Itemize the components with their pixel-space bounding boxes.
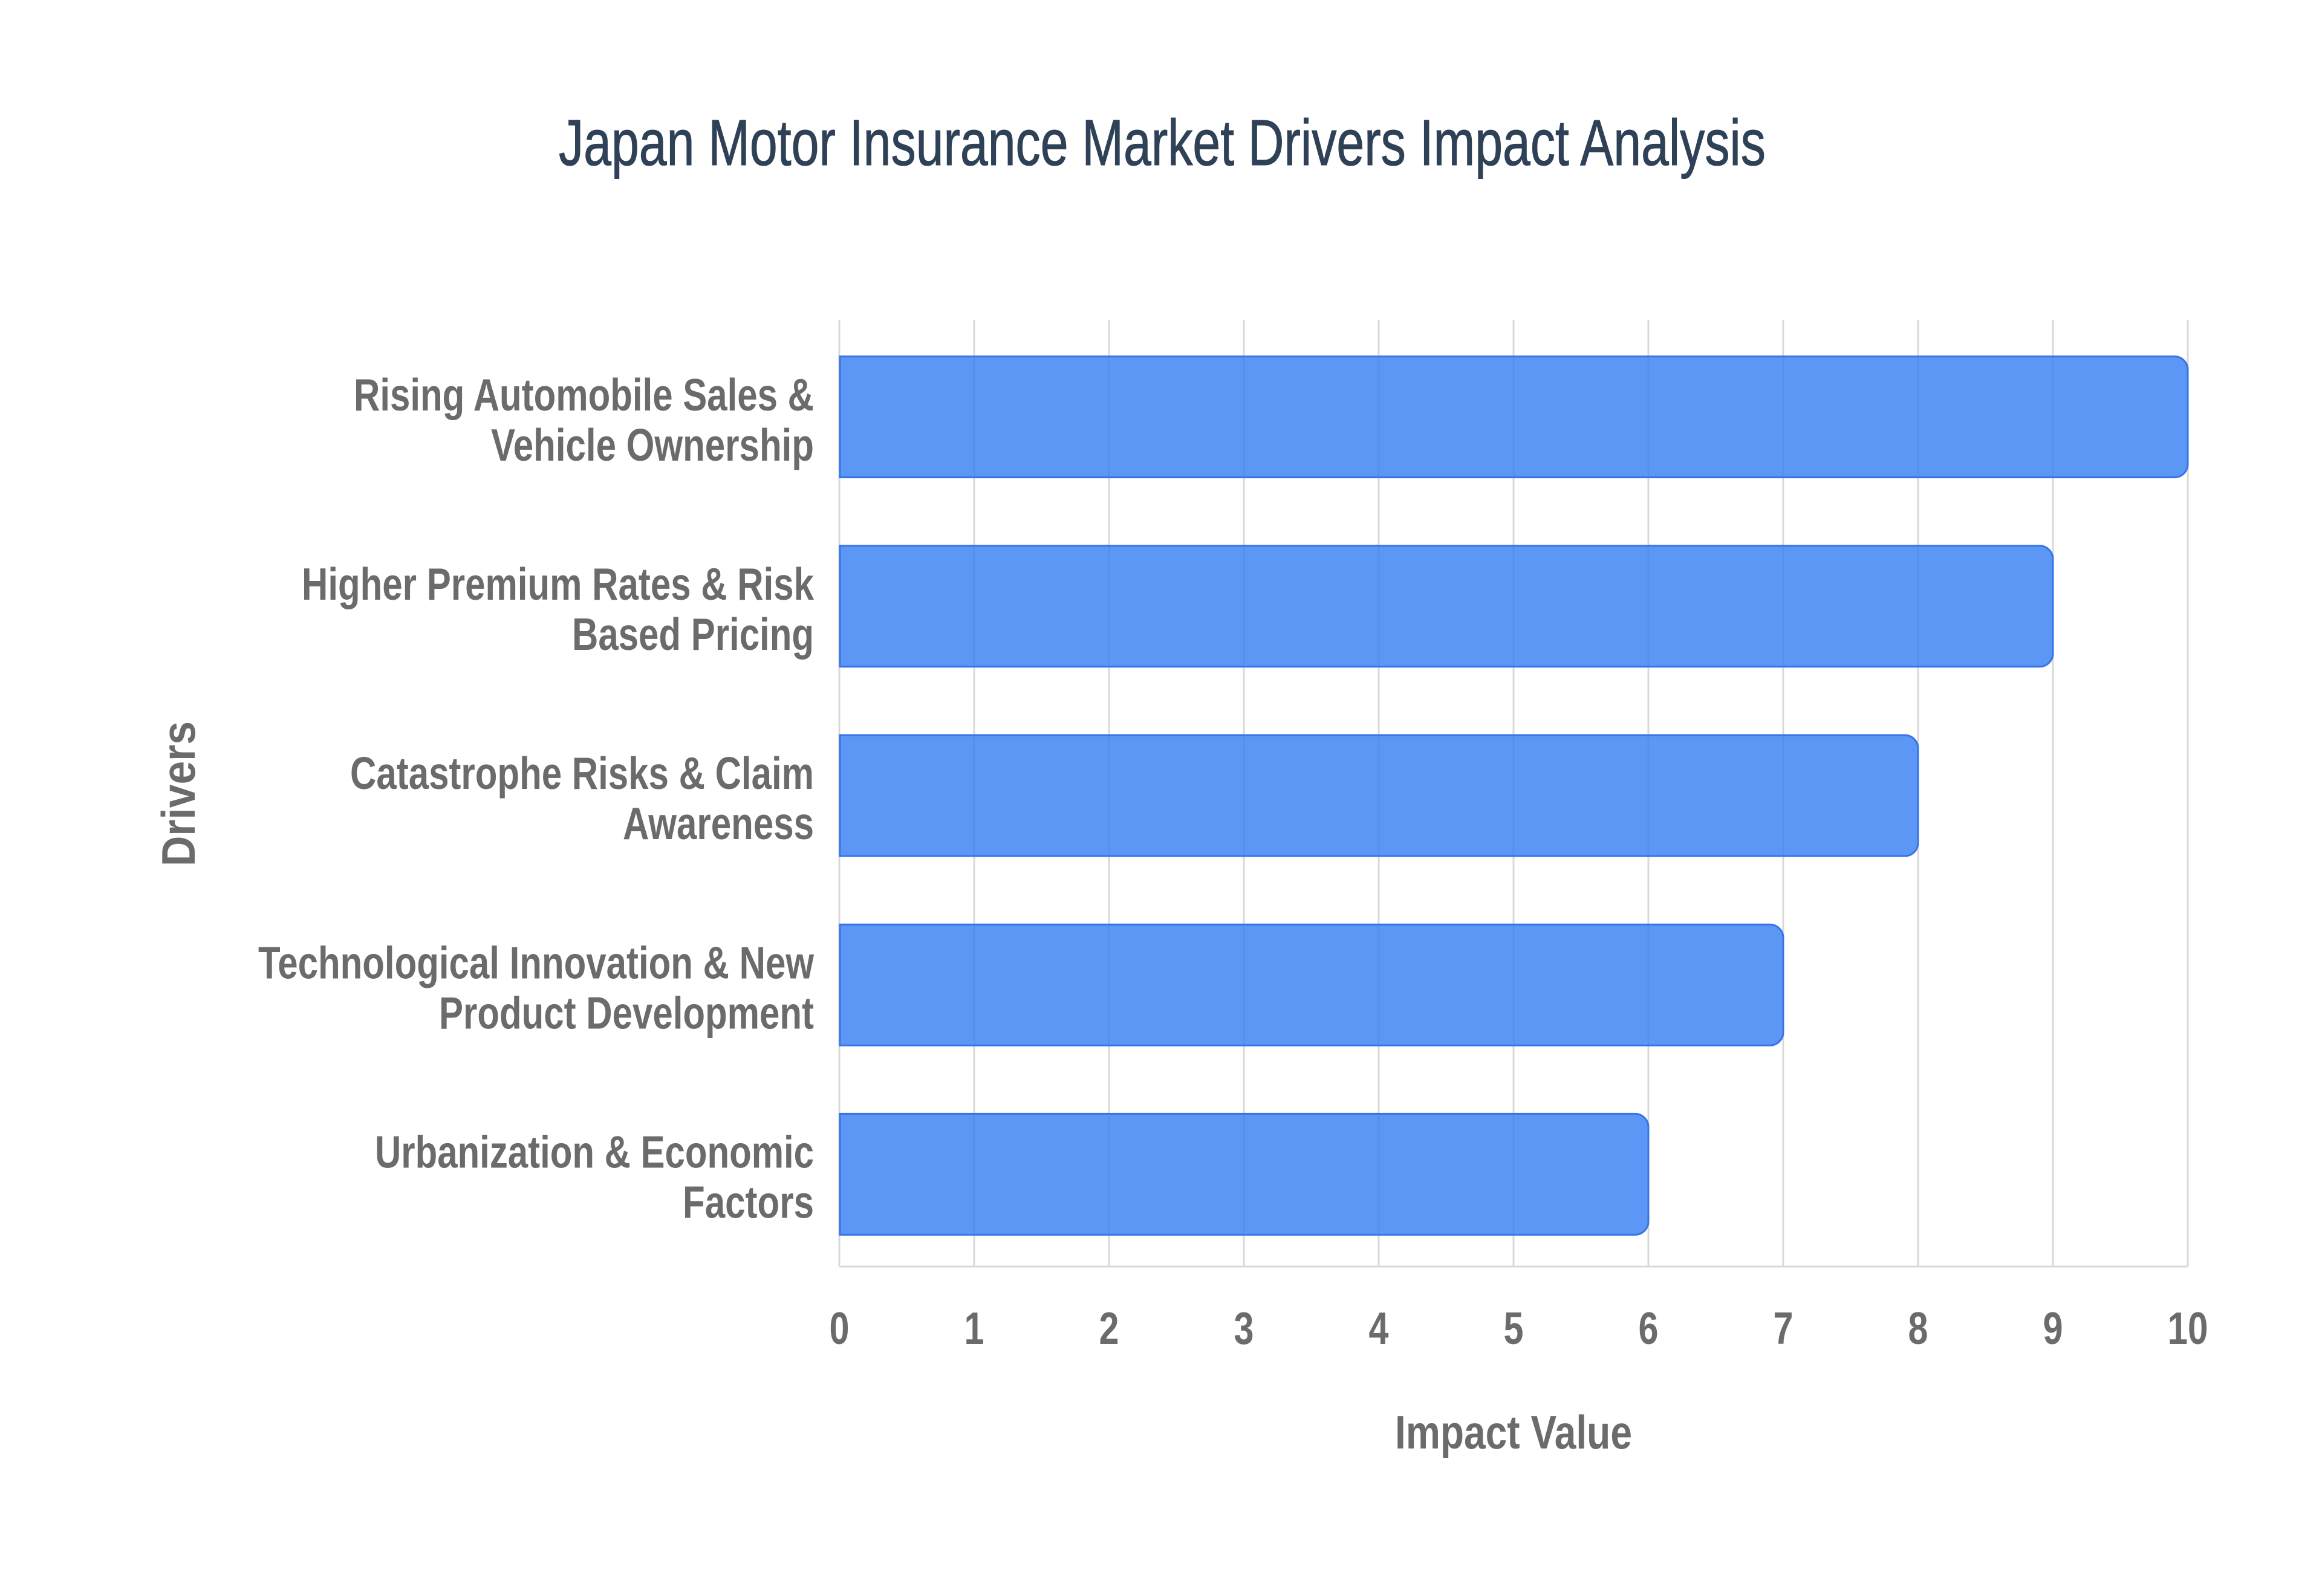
svg-text:Japan Motor Insurance Market D: Japan Motor Insurance Market Drivers Imp… — [559, 106, 1766, 179]
svg-text:8: 8 — [1908, 1303, 1928, 1354]
svg-text:5: 5 — [1504, 1303, 1524, 1354]
svg-text:Factors: Factors — [683, 1177, 814, 1228]
svg-text:0: 0 — [830, 1303, 850, 1354]
svg-text:Drivers: Drivers — [152, 721, 205, 866]
svg-text:2: 2 — [1099, 1303, 1119, 1354]
svg-text:7: 7 — [1774, 1303, 1794, 1354]
svg-text:Product Development: Product Development — [439, 987, 814, 1038]
svg-text:6: 6 — [1639, 1303, 1659, 1354]
svg-text:4: 4 — [1369, 1303, 1389, 1354]
svg-text:10: 10 — [2168, 1303, 2208, 1354]
svg-text:Technological Innovation & New: Technological Innovation & New — [258, 937, 815, 988]
svg-text:Catastrophe Risks & Claim: Catastrophe Risks & Claim — [350, 748, 814, 799]
svg-text:Vehicle Ownership: Vehicle Ownership — [491, 420, 814, 470]
svg-text:Awareness: Awareness — [623, 798, 814, 849]
svg-text:Higher Premium Rates & Risk: Higher Premium Rates & Risk — [302, 559, 814, 609]
svg-text:Urbanization & Economic: Urbanization & Economic — [375, 1127, 814, 1178]
svg-text:Based Pricing: Based Pricing — [572, 609, 814, 660]
svg-text:1: 1 — [964, 1303, 984, 1354]
svg-text:3: 3 — [1234, 1303, 1254, 1354]
svg-text:9: 9 — [2043, 1303, 2063, 1354]
svg-text:Rising Automobile Sales &: Rising Automobile Sales & — [354, 369, 814, 420]
svg-text:Impact Value: Impact Value — [1395, 1406, 1632, 1459]
